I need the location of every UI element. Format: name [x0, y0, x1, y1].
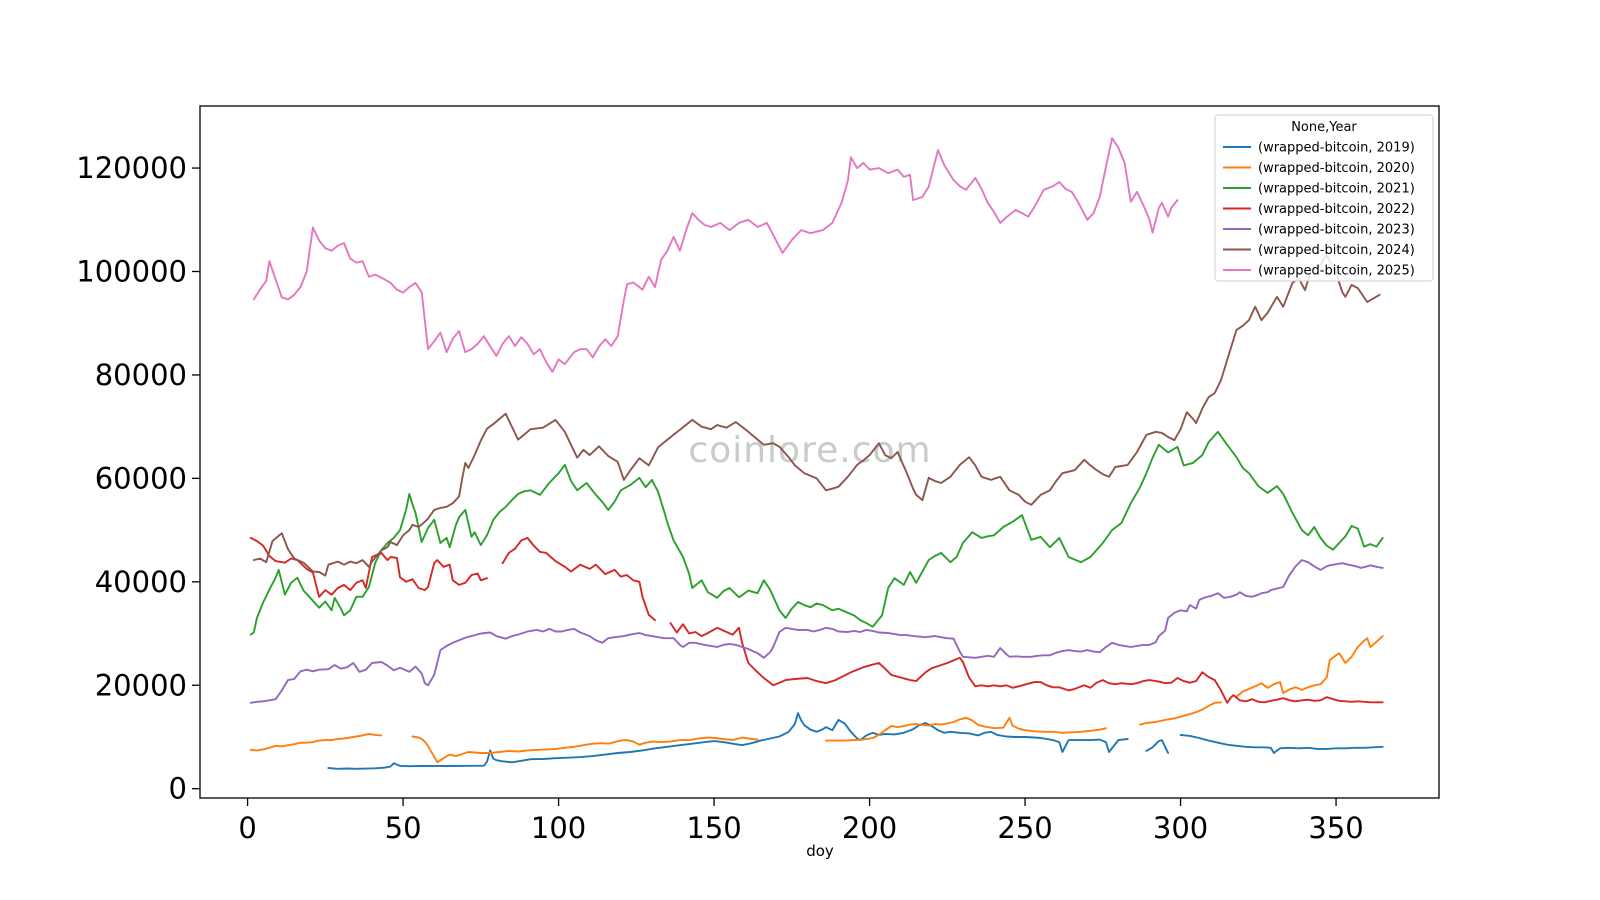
x-tick-label: 250	[997, 811, 1052, 845]
y-tick-label: 80000	[95, 358, 187, 392]
legend-entry-label-2021: (wrapped-bitcoin, 2021)	[1258, 182, 1415, 197]
y-tick-label: 40000	[95, 565, 187, 599]
y-tick-label: 20000	[95, 668, 187, 702]
series-line-2020	[825, 716, 1107, 742]
series-line-2020	[1139, 701, 1222, 726]
legend-entry-label-2019: (wrapped-bitcoin, 2019)	[1258, 141, 1415, 156]
legend-entry-label-2024: (wrapped-bitcoin, 2024)	[1258, 243, 1415, 258]
series-line-2019	[1145, 739, 1170, 754]
y-tick-label: 100000	[76, 255, 187, 289]
series-line-2020	[411, 735, 759, 764]
x-axis-label: doy	[806, 842, 834, 860]
series-line-2020	[249, 732, 383, 752]
axes-layer: 0 50 100 150 200 250 300 350 0 20000 40000 60000 800…	[76, 105, 1440, 845]
series-line-2021	[249, 430, 1384, 636]
series-line-2023	[249, 559, 1384, 704]
series-line-2019	[1179, 733, 1384, 754]
x-tick-label: 200	[842, 811, 897, 845]
watermark: coinlore.com	[688, 430, 931, 471]
x-tick-label: 100	[531, 811, 586, 845]
x-tick-label: 300	[1153, 811, 1208, 845]
series-layer	[249, 137, 1384, 770]
x-tick-label: 50	[385, 811, 422, 845]
legend-entry-label-2025: (wrapped-bitcoin, 2025)	[1258, 264, 1415, 279]
legend-box	[1214, 114, 1434, 282]
series-line-2020	[1235, 635, 1384, 698]
series-line-2022	[501, 536, 656, 622]
plot-border	[199, 105, 1440, 799]
legend-entry-label-2022: (wrapped-bitcoin, 2022)	[1258, 202, 1415, 217]
legend-entry-label-2020: (wrapped-bitcoin, 2020)	[1258, 161, 1415, 176]
y-tick-label: 0	[169, 772, 187, 806]
series-line-2025	[252, 137, 1179, 373]
series-line-2022	[669, 622, 1384, 704]
x-tick-label: 150	[686, 811, 741, 845]
legend: None,Year (wrapped-bitcoin, 2019) (wrapped…	[1214, 114, 1434, 282]
x-tick-label: 350	[1308, 811, 1363, 845]
legend-entry-label-2023: (wrapped-bitcoin, 2023)	[1258, 223, 1415, 238]
legend-title: None,Year	[1291, 120, 1357, 135]
y-tick-label: 120000	[76, 151, 187, 185]
x-tick-label: 0	[238, 811, 256, 845]
y-tick-label: 60000	[95, 461, 187, 495]
series-line-2024	[252, 254, 1381, 577]
series-line-2019	[327, 712, 1129, 770]
